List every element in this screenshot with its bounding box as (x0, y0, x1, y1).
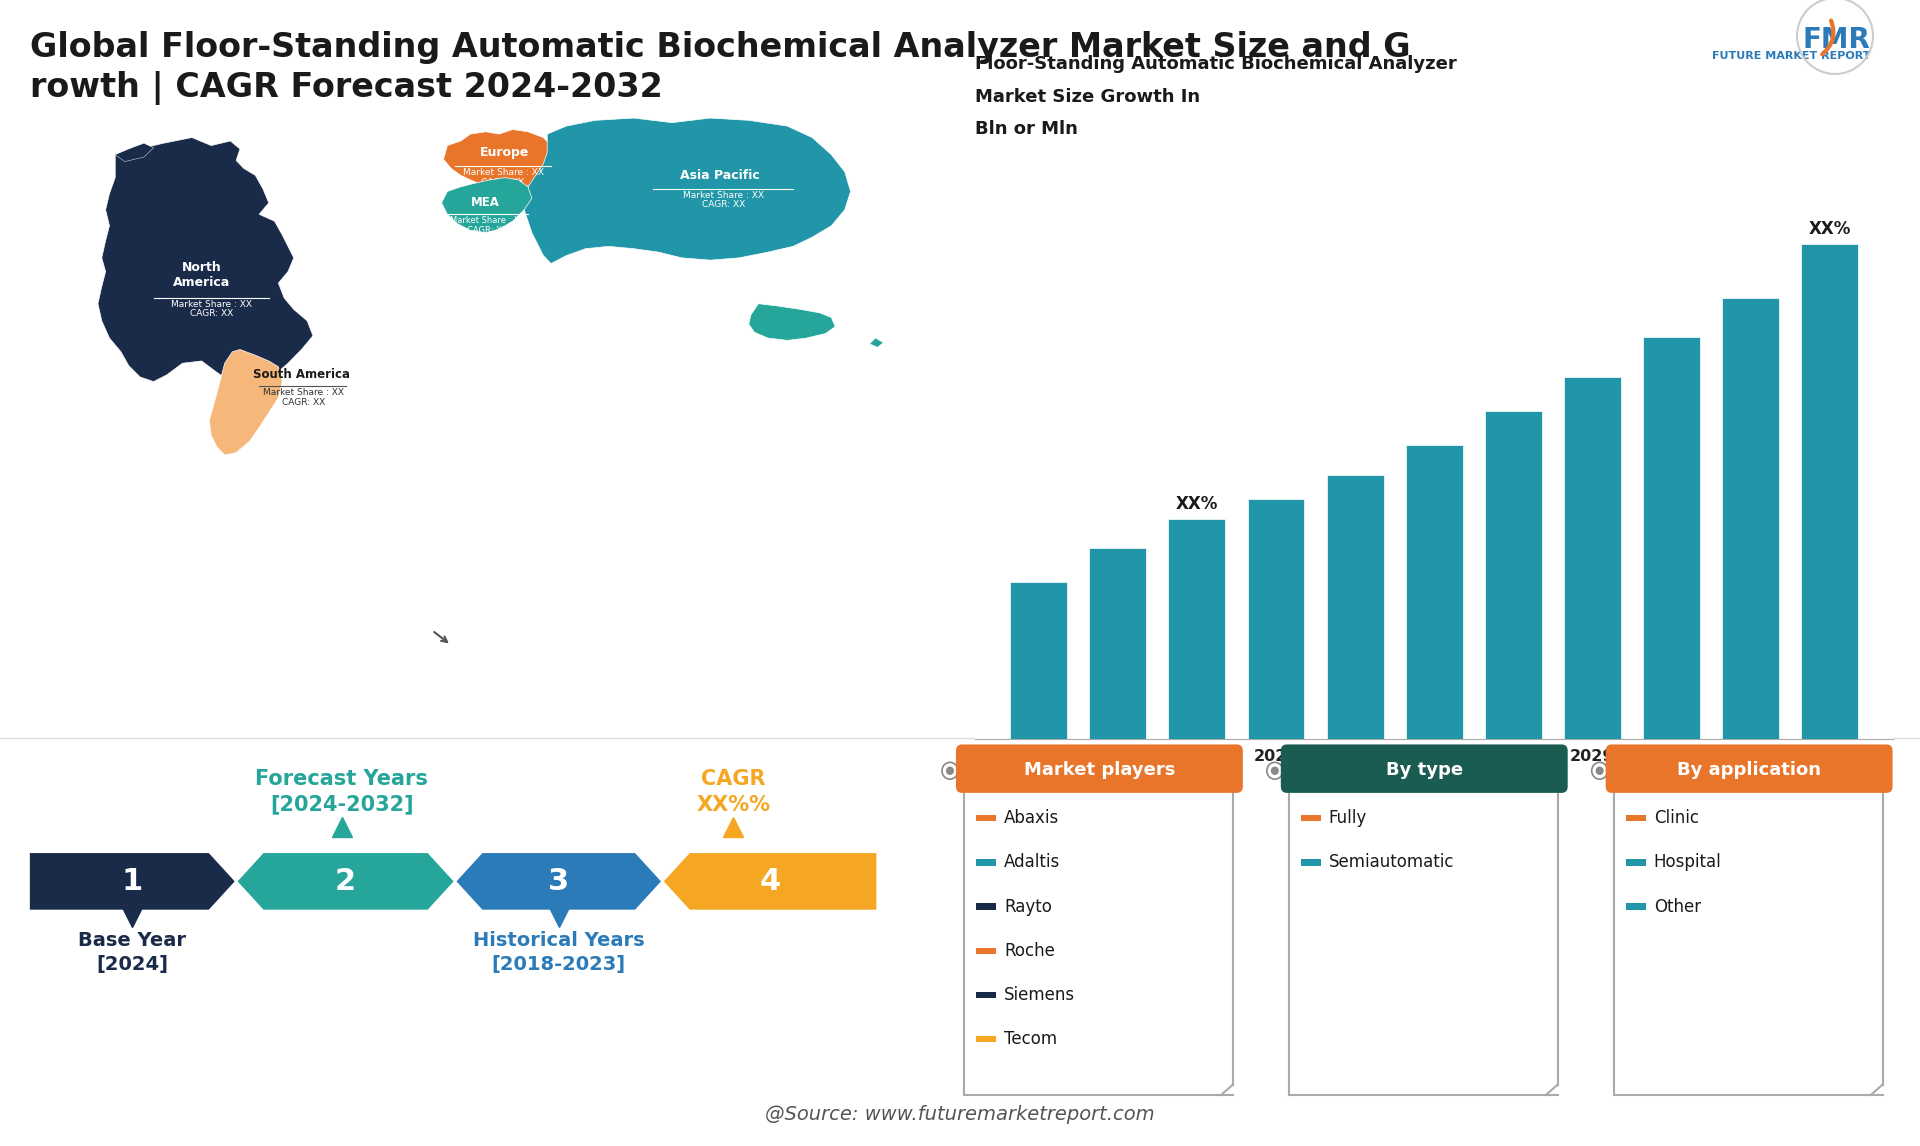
Circle shape (1271, 767, 1279, 775)
Text: [2024-2032]: [2024-2032] (271, 794, 413, 815)
Polygon shape (98, 138, 313, 386)
Bar (1169, 519, 1225, 739)
Bar (1626, 903, 1645, 910)
Text: Historical Years: Historical Years (472, 931, 645, 950)
Bar (1722, 298, 1780, 739)
Circle shape (1596, 767, 1603, 775)
Bar (1248, 500, 1304, 739)
Polygon shape (442, 178, 532, 233)
Text: Asia Pacific: Asia Pacific (680, 168, 760, 182)
Bar (975, 860, 996, 865)
Text: XX%: XX% (1809, 220, 1851, 238)
Polygon shape (29, 851, 236, 911)
Text: XX%%: XX%% (697, 794, 770, 815)
Bar (1302, 815, 1321, 822)
Polygon shape (115, 143, 154, 162)
Text: Market players: Market players (1023, 761, 1175, 779)
Bar (1801, 244, 1859, 739)
Bar (1644, 337, 1699, 739)
Text: Market Share : XX: Market Share : XX (263, 388, 344, 398)
Text: @Source: www.futuremarketreport.com: @Source: www.futuremarketreport.com (766, 1105, 1154, 1124)
Bar (1089, 548, 1146, 739)
Text: Siemens: Siemens (1004, 986, 1075, 1004)
Text: Global Floor-Standing Automatic Biochemical Analyzer Market Size and G: Global Floor-Standing Automatic Biochemi… (31, 31, 1411, 64)
Polygon shape (455, 851, 662, 911)
Polygon shape (662, 851, 877, 911)
Circle shape (1267, 762, 1283, 779)
Text: Market Size Growth In: Market Size Growth In (975, 87, 1200, 105)
Text: Other: Other (1653, 897, 1701, 916)
Text: North
America: North America (173, 261, 230, 289)
Text: CAGR: CAGR (701, 769, 766, 788)
Text: Market Share : XX: Market Share : XX (171, 300, 252, 309)
Bar (1484, 411, 1542, 739)
FancyBboxPatch shape (956, 745, 1242, 793)
Text: Bln or Mln: Bln or Mln (975, 120, 1079, 139)
Text: Europe: Europe (480, 146, 530, 159)
Text: Tecom: Tecom (1004, 1030, 1058, 1049)
Text: By type: By type (1386, 761, 1463, 779)
Circle shape (947, 767, 954, 775)
Text: CAGR: XX: CAGR: XX (282, 398, 324, 407)
Text: 3: 3 (547, 866, 570, 896)
Text: FUTURE MARKET REPORT: FUTURE MARKET REPORT (1711, 52, 1870, 61)
Bar (975, 948, 996, 953)
Bar (975, 815, 996, 822)
Circle shape (943, 762, 958, 779)
Text: [2018-2023]: [2018-2023] (492, 956, 626, 974)
Bar (1010, 582, 1068, 739)
Text: Forecast Years: Forecast Years (255, 769, 428, 788)
Text: [2024]: [2024] (96, 956, 169, 974)
Text: CAGR: XX: CAGR: XX (190, 309, 232, 319)
Bar (975, 992, 996, 998)
Bar (1327, 474, 1384, 739)
Bar (1405, 445, 1463, 739)
Text: MEA: MEA (470, 196, 501, 210)
Text: CAGR: XX: CAGR: XX (467, 226, 509, 235)
Text: FMR: FMR (1803, 26, 1870, 54)
Circle shape (1592, 762, 1607, 779)
Text: Adaltis: Adaltis (1004, 854, 1060, 871)
Text: Market Share : XX: Market Share : XX (449, 217, 526, 226)
Text: Floor-Standing Automatic Biochemical Analyzer: Floor-Standing Automatic Biochemical Ana… (975, 55, 1457, 73)
Text: Rayto: Rayto (1004, 897, 1052, 916)
Bar (1302, 860, 1321, 865)
Bar (1565, 377, 1620, 739)
Text: Market Share : XX: Market Share : XX (684, 191, 764, 201)
Polygon shape (749, 304, 835, 340)
Text: rowth | CAGR Forecast 2024-2032: rowth | CAGR Forecast 2024-2032 (31, 71, 662, 105)
Text: 4: 4 (758, 866, 781, 896)
Text: Semiautomatic: Semiautomatic (1329, 854, 1453, 871)
Text: CAGR: XX: CAGR: XX (703, 201, 745, 210)
Text: Base Year: Base Year (79, 931, 186, 950)
Text: South America: South America (253, 368, 349, 382)
Polygon shape (524, 118, 851, 264)
Text: Roche: Roche (1004, 942, 1054, 960)
Text: Market Share : XX: Market Share : XX (463, 168, 543, 178)
Polygon shape (870, 338, 883, 347)
Polygon shape (236, 851, 455, 911)
Text: 2: 2 (334, 866, 357, 896)
Text: Clinic: Clinic (1653, 809, 1699, 827)
Text: By application: By application (1678, 761, 1822, 779)
Bar (975, 903, 996, 910)
Bar (1626, 815, 1645, 822)
Polygon shape (209, 350, 282, 455)
FancyBboxPatch shape (1281, 745, 1569, 793)
Text: Abaxis: Abaxis (1004, 809, 1060, 827)
Polygon shape (444, 129, 557, 191)
FancyBboxPatch shape (1605, 745, 1893, 793)
Text: Hospital: Hospital (1653, 854, 1722, 871)
Bar (1626, 860, 1645, 865)
Text: Fully: Fully (1329, 809, 1367, 827)
Text: XX%: XX% (1175, 495, 1217, 512)
Text: CAGR: XX: CAGR: XX (482, 178, 524, 187)
Text: 1: 1 (121, 866, 144, 896)
Bar (975, 1036, 996, 1043)
